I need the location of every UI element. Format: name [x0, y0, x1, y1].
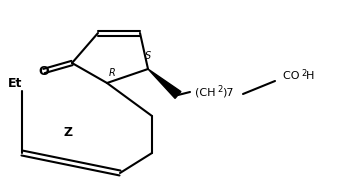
Text: CO: CO	[283, 71, 303, 81]
Text: Et: Et	[8, 77, 22, 90]
Text: H: H	[306, 71, 314, 81]
Text: S: S	[145, 51, 151, 61]
Text: (CH: (CH	[195, 87, 219, 97]
Text: 2: 2	[217, 84, 222, 94]
Text: 2: 2	[301, 69, 306, 78]
Text: Z: Z	[63, 126, 72, 139]
Text: R: R	[109, 68, 115, 78]
Text: O: O	[39, 65, 49, 78]
Text: )7: )7	[222, 87, 234, 97]
Polygon shape	[148, 69, 181, 98]
